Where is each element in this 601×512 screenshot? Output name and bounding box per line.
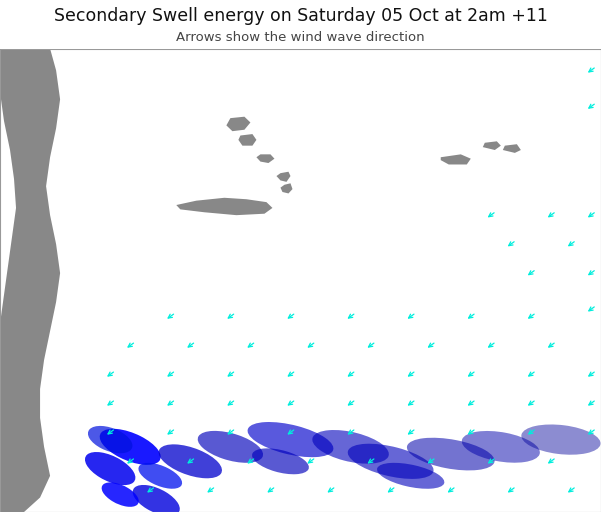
Ellipse shape [159, 444, 222, 478]
Polygon shape [441, 154, 471, 164]
Text: Secondary Swell energy on Saturday 05 Oct at 2am +11: Secondary Swell energy on Saturday 05 Oc… [53, 7, 548, 25]
Ellipse shape [133, 485, 180, 512]
Ellipse shape [252, 449, 309, 474]
Polygon shape [227, 117, 251, 131]
Polygon shape [503, 144, 521, 153]
Ellipse shape [407, 438, 495, 471]
Ellipse shape [462, 431, 540, 463]
Polygon shape [276, 172, 290, 182]
Polygon shape [176, 198, 272, 215]
Bar [0, 49, 601, 512]
Ellipse shape [102, 482, 139, 507]
Ellipse shape [313, 430, 389, 464]
Ellipse shape [198, 431, 263, 463]
Polygon shape [281, 183, 293, 194]
Ellipse shape [138, 463, 182, 489]
Text: Arrows show the wind wave direction: Arrows show the wind wave direction [176, 31, 425, 45]
Polygon shape [257, 154, 275, 163]
Ellipse shape [85, 452, 135, 485]
Polygon shape [483, 141, 501, 150]
Ellipse shape [88, 426, 132, 453]
Ellipse shape [100, 429, 160, 465]
Ellipse shape [348, 444, 433, 479]
Polygon shape [0, 49, 60, 512]
Ellipse shape [248, 422, 334, 457]
Ellipse shape [521, 424, 600, 455]
Polygon shape [239, 134, 257, 145]
Ellipse shape [377, 463, 444, 489]
